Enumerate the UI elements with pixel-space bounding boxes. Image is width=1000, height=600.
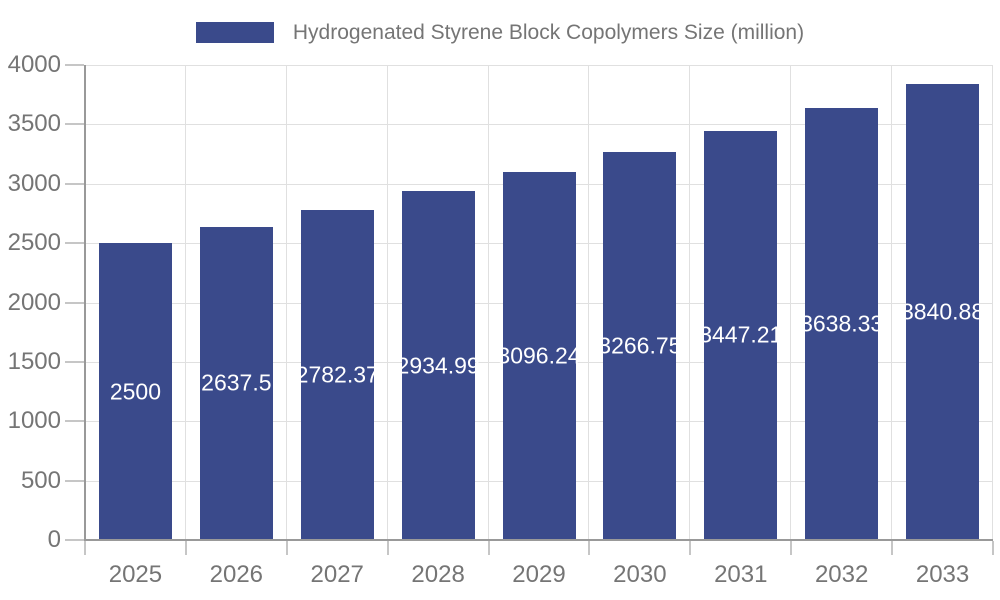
v-gridline [184, 65, 186, 540]
bar-value-label: 3638.33 [800, 310, 884, 337]
v-gridline [386, 65, 388, 540]
y-tick [65, 420, 84, 423]
x-tick-label: 2026 [209, 561, 264, 588]
v-gridline [790, 65, 792, 540]
x-tick-label: 2025 [108, 561, 163, 588]
y-tick [65, 539, 84, 541]
bar-value-label: 3447.21 [699, 321, 783, 348]
bar-2028: 2934.99 [397, 191, 480, 540]
x-tick-label: 2028 [411, 561, 465, 588]
y-tick [65, 360, 84, 363]
v-gridline [992, 65, 993, 540]
x-tick [386, 541, 389, 555]
x-tick [84, 541, 86, 555]
y-tick [65, 182, 84, 185]
y-tick-label: 3000 [7, 169, 61, 197]
bar-value-label: 2934.99 [396, 352, 480, 379]
y-tick-label: 3500 [7, 110, 61, 138]
y-tick [65, 242, 84, 245]
x-tick-label: 2027 [310, 561, 364, 588]
y-tick [65, 301, 84, 304]
bar-2029: 3096.24 [497, 172, 581, 540]
x-tick [689, 541, 692, 555]
bar-2032: 3638.33 [800, 107, 883, 540]
x-tick [790, 541, 793, 555]
x-tick [184, 541, 187, 555]
h-gridline [85, 65, 993, 66]
v-gridline [487, 65, 489, 540]
h-gridline [85, 124, 993, 126]
v-gridline [689, 65, 691, 540]
x-tick-label: 2032 [814, 561, 869, 588]
x-tick [992, 541, 994, 555]
y-tick-label: 1000 [7, 407, 61, 435]
y-tick-label: 1500 [7, 347, 61, 375]
y-tick-label: 2000 [7, 288, 61, 316]
legend-swatch [195, 22, 274, 43]
x-tick [891, 541, 894, 555]
bar-value-label: 3266.75 [598, 332, 682, 359]
bar-value-label: 2500 [109, 378, 162, 405]
bar-value-label: 2637.5 [201, 369, 272, 396]
bar-value-label: 2782.37 [295, 361, 379, 388]
y-tick [65, 64, 84, 66]
x-tick [285, 541, 288, 555]
bar-2031: 3447.21 [699, 130, 782, 540]
v-gridline [588, 65, 590, 540]
bar-value-label: 3096.24 [497, 342, 581, 369]
bar-2033: 3840.88 [901, 83, 984, 540]
x-tick [487, 541, 490, 555]
y-axis-line [84, 65, 86, 541]
x-tick-label: 2030 [613, 561, 667, 588]
x-tick-label: 2031 [714, 561, 768, 588]
v-gridline [285, 65, 287, 540]
bar-2026: 2637.5 [199, 226, 273, 540]
y-tick-label: 500 [20, 466, 61, 494]
bar-2025: 2500 [98, 243, 172, 540]
y-tick-label: 2500 [7, 229, 61, 257]
legend: Hydrogenated Styrene Block Copolymers Si… [0, 21, 1000, 44]
y-tick [65, 479, 84, 482]
legend-label: Hydrogenated Styrene Block Copolymers Si… [292, 20, 805, 44]
bar-value-label: 3840.88 [900, 298, 985, 325]
y-tick-label: 0 [47, 526, 61, 553]
bar-2027: 2782.37 [296, 209, 379, 540]
x-tick [588, 541, 591, 555]
y-tick-label: 4000 [7, 51, 61, 78]
x-axis-line [84, 539, 993, 541]
x-tick-label: 2029 [512, 561, 566, 588]
y-tick [65, 123, 84, 126]
bar-2030: 3266.75 [598, 152, 681, 540]
v-gridline [891, 65, 893, 540]
plot-area: 2500 2637.5 2782.37 2934.99 3096.24 3266.75 34… [85, 65, 993, 540]
x-tick-label: 2033 [915, 561, 970, 588]
